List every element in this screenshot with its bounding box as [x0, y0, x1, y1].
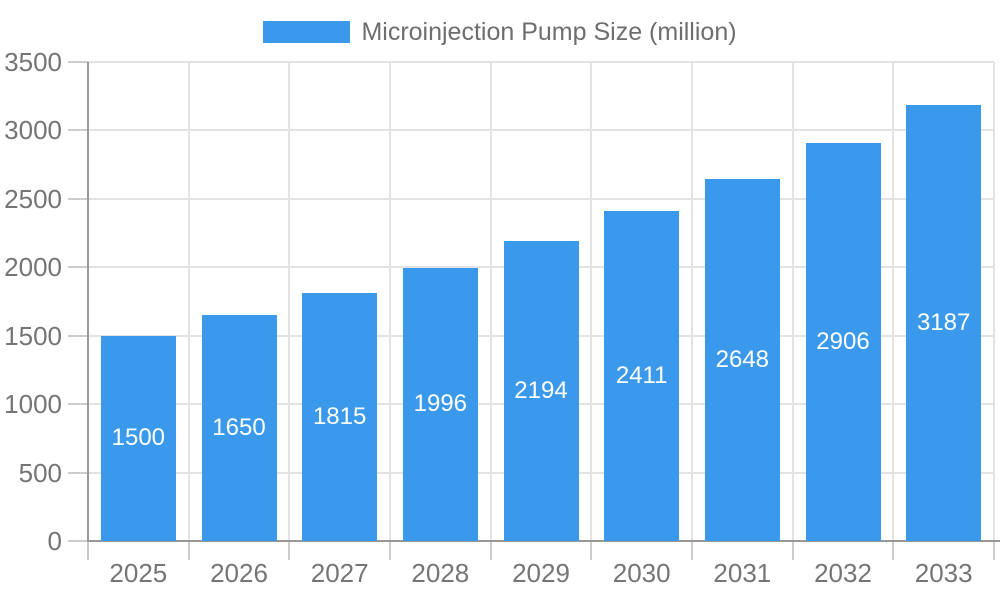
- h-gridline: [88, 129, 994, 132]
- x-tick-mark: [993, 541, 995, 560]
- x-tick-mark: [791, 541, 794, 560]
- x-tick-mark: [489, 541, 492, 560]
- x-tick-mark: [187, 541, 190, 560]
- x-tick-mark: [87, 541, 89, 560]
- x-tick-mark: [389, 541, 391, 560]
- y-axis-label: 3000: [4, 115, 62, 146]
- legend-swatch: [263, 21, 351, 43]
- x-axis-label: 2031: [713, 558, 772, 588]
- h-gridline: [88, 61, 994, 63]
- bar-value-label: 1650: [212, 414, 266, 442]
- y-tick-mark: [68, 403, 88, 406]
- y-axis-label: 500: [18, 457, 62, 488]
- v-gridline: [993, 62, 995, 541]
- bar[interactable]: [402, 267, 478, 541]
- x-axis-label: 2030: [612, 558, 671, 588]
- bar-value-label: 2648: [715, 345, 770, 373]
- bar[interactable]: [100, 335, 176, 541]
- bar[interactable]: [302, 292, 378, 541]
- y-tick-mark: [68, 266, 88, 269]
- bar-value-label: 2194: [514, 376, 568, 404]
- y-axis-label: 2000: [4, 252, 62, 283]
- y-axis-label: 0: [47, 526, 62, 556]
- v-gridline: [791, 62, 794, 541]
- v-gridline: [389, 62, 391, 541]
- bar-value-label: 2906: [816, 328, 870, 356]
- x-axis-label: 2028: [411, 558, 470, 588]
- bar[interactable]: [604, 211, 680, 541]
- x-axis-label: 2027: [310, 558, 369, 588]
- legend-label: Microinjection Pump Size (million): [361, 17, 737, 46]
- y-axis-label: 2500: [4, 183, 62, 214]
- bar-value-label: 1815: [312, 402, 367, 430]
- y-tick-mark: [68, 129, 88, 132]
- y-axis-label: 3500: [4, 47, 62, 77]
- y-axis-label: 1500: [4, 320, 62, 351]
- v-gridline: [691, 62, 693, 541]
- bar-value-label: 3187: [916, 308, 971, 336]
- x-axis-label: 2025: [109, 558, 168, 588]
- v-gridline: [590, 62, 593, 541]
- bar[interactable]: [704, 178, 780, 541]
- bar-value-label: 2411: [615, 362, 668, 389]
- x-tick-mark: [691, 541, 693, 560]
- v-gridline: [187, 62, 190, 541]
- x-axis-label: 2029: [512, 558, 570, 588]
- bar-value-label: 1500: [111, 424, 166, 452]
- x-tick-mark: [288, 541, 291, 560]
- bar[interactable]: [201, 315, 277, 541]
- y-axis-label: 1000: [4, 389, 62, 420]
- y-axis-line: [87, 62, 89, 542]
- y-tick-mark: [68, 334, 88, 337]
- bar[interactable]: [503, 240, 579, 541]
- x-tick-mark: [590, 541, 593, 560]
- v-gridline: [892, 62, 895, 541]
- x-axis-label: 2032: [814, 558, 872, 588]
- y-tick-mark: [68, 540, 88, 542]
- x-axis-label: 2033: [914, 558, 973, 588]
- x-tick-mark: [892, 541, 895, 560]
- x-axis-label: 2026: [210, 558, 268, 588]
- y-tick-mark: [68, 197, 88, 200]
- chart-legend[interactable]: Microinjection Pump Size (million): [0, 14, 1000, 50]
- bar[interactable]: [906, 104, 982, 541]
- v-gridline: [288, 62, 291, 541]
- y-tick-mark: [68, 61, 88, 63]
- bar[interactable]: [805, 143, 881, 541]
- y-tick-mark: [68, 471, 88, 474]
- bar-value-label: 1996: [413, 390, 468, 418]
- x-axis-line: [87, 540, 1000, 542]
- h-gridline: [88, 197, 994, 200]
- v-gridline: [489, 62, 492, 541]
